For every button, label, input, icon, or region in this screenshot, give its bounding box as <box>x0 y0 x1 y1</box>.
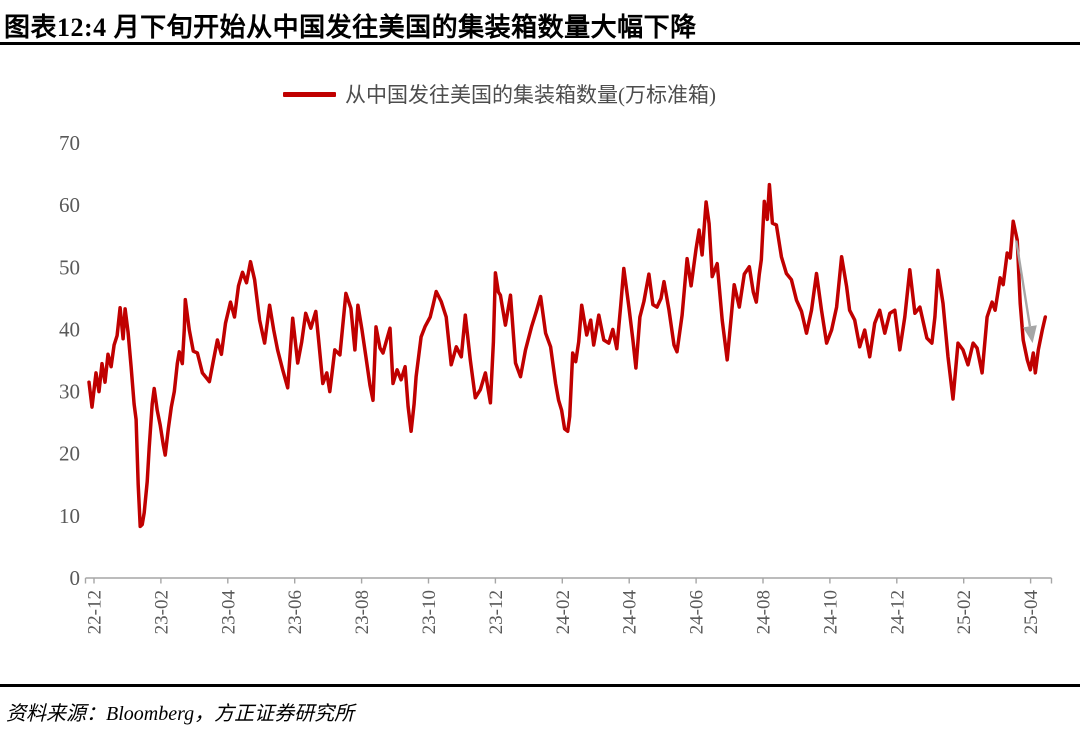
y-tick-label: 60 <box>59 193 80 217</box>
x-tick-label: 25-02 <box>954 590 975 634</box>
legend: 从中国发往美国的集装箱数量(万标准箱) <box>283 79 716 109</box>
x-tick-label: 23-10 <box>419 590 440 634</box>
x-tick-label: 24-10 <box>820 590 841 634</box>
decline-arrow-head <box>1023 325 1037 344</box>
title-underline-rule <box>0 42 1080 45</box>
x-tick-label: 23-12 <box>486 590 507 634</box>
y-tick-label: 70 <box>59 131 80 155</box>
x-tick-label: 24-08 <box>754 590 775 634</box>
x-tick-label: 24-02 <box>553 590 574 634</box>
decline-arrow-shaft <box>1015 240 1032 327</box>
legend-line-marker <box>283 91 336 97</box>
x-tick-label: 23-02 <box>151 590 172 634</box>
y-tick-label: 40 <box>59 317 80 341</box>
x-tick-label: 23-06 <box>285 590 306 634</box>
x-tick-label: 24-06 <box>687 590 708 634</box>
container-volume-line <box>87 182 1048 529</box>
y-tick-label: 0 <box>70 566 81 590</box>
x-tick-label: 23-08 <box>352 590 373 634</box>
y-tick-label: 30 <box>59 380 80 404</box>
legend-series-label: 从中国发往美国的集装箱数量(万标准箱) <box>345 83 716 107</box>
x-tick-label: 24-04 <box>620 590 641 635</box>
y-tick-label: 20 <box>59 442 80 466</box>
x-tick-label: 24-12 <box>887 590 908 634</box>
x-tick-label: 25-04 <box>1021 590 1042 635</box>
source-note: 资料来源：Bloomberg，方正证券研究所 <box>6 703 355 725</box>
x-tick-label: 23-04 <box>218 590 239 635</box>
chart-title: 图表12:4 月下旬开始从中国发往美国的集装箱数量大幅下降 <box>4 13 697 42</box>
y-tick-label: 50 <box>59 255 80 279</box>
x-tick-label: 22-12 <box>85 590 106 634</box>
y-tick-label: 10 <box>59 504 80 528</box>
footer-rule <box>0 684 1080 687</box>
